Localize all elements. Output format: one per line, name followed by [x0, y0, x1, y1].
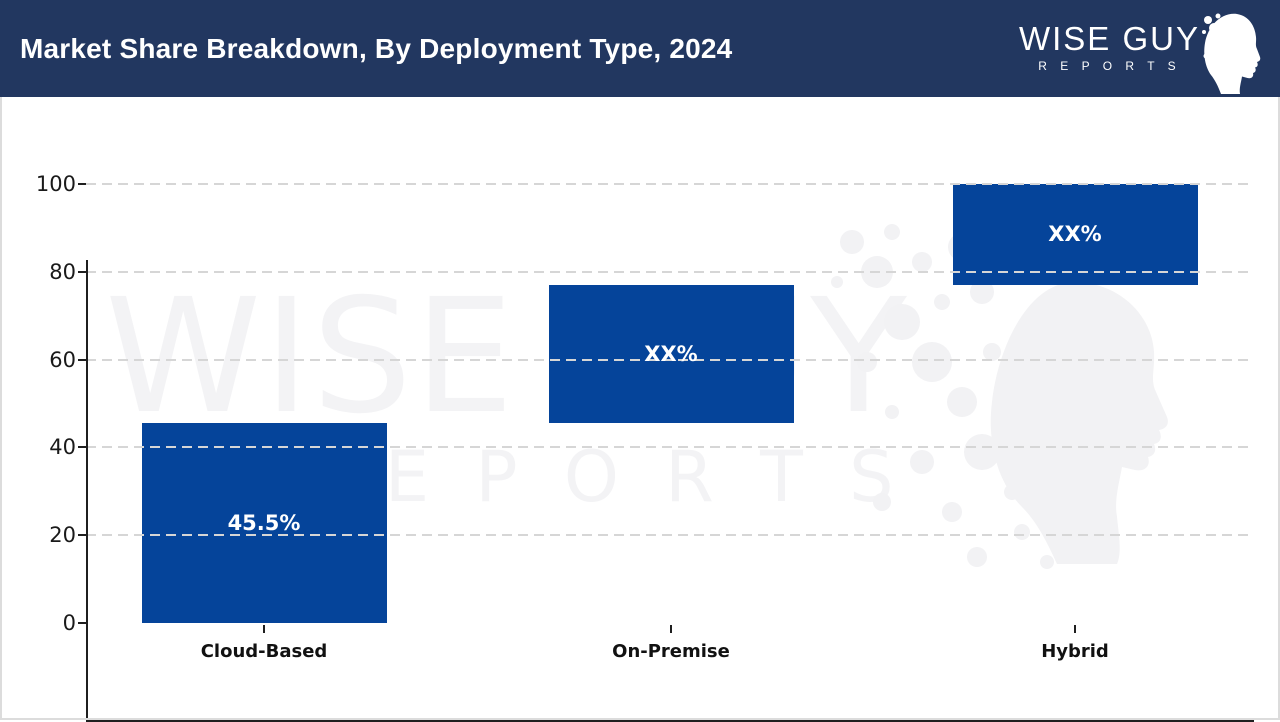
gridline-80: [86, 270, 1254, 273]
bar-value-label: 45.5%: [227, 511, 301, 536]
y-tick-label-40: 40: [49, 435, 76, 460]
y-tick-0: [78, 622, 86, 624]
category-label-2: Hybrid: [1041, 641, 1109, 662]
y-tick-20: [78, 534, 86, 537]
y-tick-60: [78, 358, 86, 361]
bar-hybrid: [952, 184, 1198, 285]
gridline-60: [86, 358, 1254, 361]
header-bar: Market Share Breakdown, By Deployment Ty…: [0, 0, 1280, 97]
gridline-40: [86, 446, 1254, 449]
x-tick-0: [263, 625, 265, 633]
logo-text: WISE GUY R E P O R T S: [1019, 22, 1200, 73]
category-label-1: On-Premise: [612, 641, 730, 662]
y-axis-line: [86, 260, 88, 722]
bar-on-premise: [548, 284, 794, 424]
wiseguy-logo: WISE GUY R E P O R T S: [1012, 6, 1262, 94]
logo-wordmark: WISE GUY: [1018, 20, 1200, 57]
y-tick-label-0: 0: [62, 611, 76, 635]
y-tick-80: [78, 270, 86, 273]
category-label-0: Cloud-Based: [200, 641, 328, 662]
gridline-100: [86, 183, 1254, 185]
x-tick-2: [1074, 625, 1076, 633]
x-tick-1: [670, 625, 672, 633]
page-title: Market Share Breakdown, By Deployment Ty…: [20, 32, 733, 64]
logo-subtitle: R E P O R T S: [1038, 59, 1181, 73]
y-tick-40: [78, 446, 86, 449]
y-tick-label-60: 60: [49, 347, 76, 372]
bar-value-label: XX%: [644, 342, 698, 367]
y-tick-label-20: 20: [49, 523, 76, 548]
gridline-20: [86, 534, 1254, 537]
y-tick-100: [78, 183, 86, 185]
bar-value-label: XX%: [1048, 222, 1102, 247]
y-tick-label-80: 80: [49, 259, 76, 284]
wiseguy-head-icon: [1202, 13, 1261, 94]
plot-area: 45.5% XX% XX% 0 20 40 60 80 100 Cloud-Based On-Pre…: [0, 97, 1280, 722]
y-tick-label-100: 100: [35, 172, 76, 196]
bar-cloud-based: [141, 423, 387, 623]
